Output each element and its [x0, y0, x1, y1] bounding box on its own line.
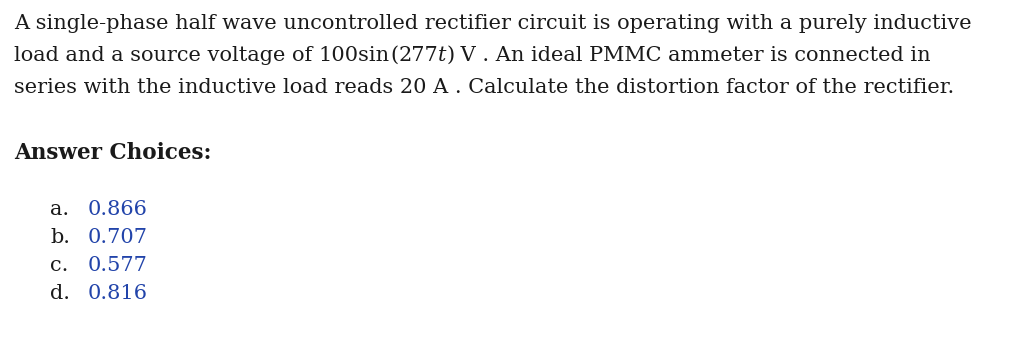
- Text: load and a source voltage of: load and a source voltage of: [14, 46, 318, 65]
- Text: series with the inductive load reads 20 A . Calculate the distortion factor of t: series with the inductive load reads 20 …: [14, 78, 954, 97]
- Text: c.: c.: [50, 256, 69, 275]
- Text: 0.577: 0.577: [88, 256, 147, 275]
- Text: 100sin: 100sin: [318, 46, 390, 65]
- Text: A single-phase half wave uncontrolled rectifier circuit is operating with a pure: A single-phase half wave uncontrolled re…: [14, 14, 972, 33]
- Text: b.: b.: [50, 228, 70, 247]
- Text: 0.816: 0.816: [88, 284, 148, 303]
- Text: a.: a.: [50, 200, 70, 219]
- Text: ): ): [446, 46, 455, 65]
- Text: d.: d.: [50, 284, 70, 303]
- Text: V . An ideal PMMC ammeter is connected in: V . An ideal PMMC ammeter is connected i…: [455, 46, 931, 65]
- Text: 0.707: 0.707: [88, 228, 148, 247]
- Text: (: (: [390, 46, 398, 65]
- Text: Answer Choices:: Answer Choices:: [14, 142, 212, 164]
- Text: 0.866: 0.866: [88, 200, 147, 219]
- Text: 277: 277: [398, 46, 438, 65]
- Text: t: t: [438, 46, 446, 65]
